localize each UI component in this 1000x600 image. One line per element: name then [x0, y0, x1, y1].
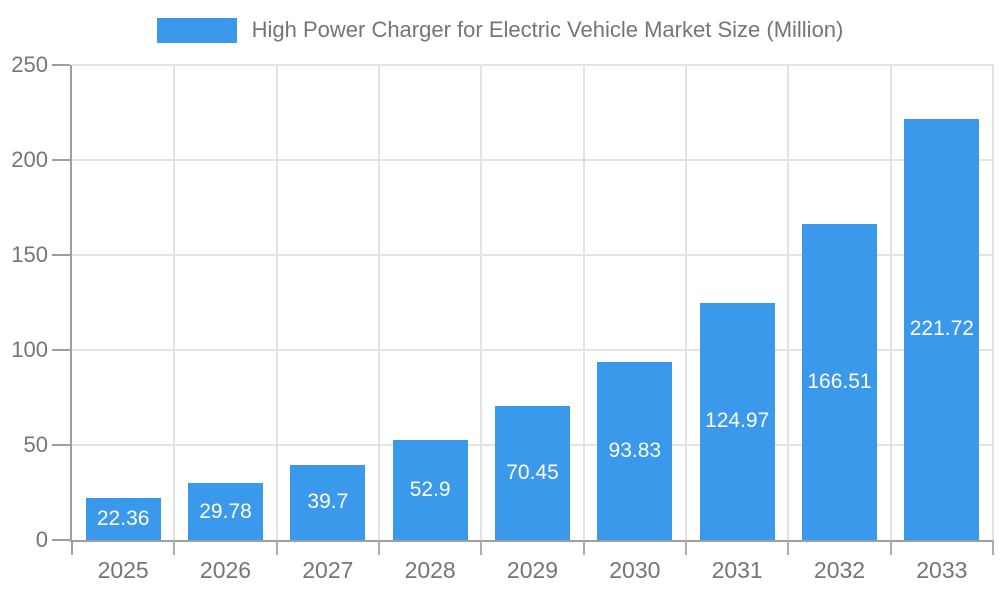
- x-axis-tick: [685, 540, 687, 555]
- chart-title: High Power Charger for Electric Vehicle …: [251, 17, 844, 42]
- x-axis-tick: [71, 540, 73, 555]
- bar-value-label: 22.36: [96, 506, 150, 530]
- bar[interactable]: 93.83: [597, 361, 673, 540]
- bar[interactable]: 22.36: [85, 497, 161, 540]
- y-axis-label: 150: [11, 242, 48, 267]
- y-gridline: [72, 254, 993, 256]
- x-gridline: [275, 65, 278, 540]
- y-gridline: [72, 64, 993, 66]
- y-axis-tick: [52, 64, 70, 66]
- bar-value-label: 39.7: [307, 490, 349, 514]
- bar-value-label: 124.97: [705, 409, 770, 433]
- plot-area: 0 50 100 150 200 250 2025 22.36 2026 29.78 2027 39.…: [11, 54, 994, 583]
- bar-value-label: 70.45: [506, 461, 559, 485]
- y-axis-label: 100: [11, 337, 48, 362]
- x-gridline: [787, 65, 790, 540]
- x-axis-tick: [275, 540, 278, 555]
- bar[interactable]: 52.9: [392, 439, 468, 540]
- bar[interactable]: 221.72: [904, 118, 980, 540]
- chart-legend: High Power Charger for Electric Vehicle …: [0, 16, 1000, 44]
- x-axis-label: 2025: [97, 557, 149, 583]
- bar[interactable]: 39.7: [290, 464, 366, 540]
- bar[interactable]: 166.51: [802, 223, 877, 540]
- x-gridline: [992, 65, 994, 540]
- bar-value-label: 52.9: [409, 477, 451, 501]
- y-axis-label: 200: [11, 147, 48, 172]
- y-axis-tick: [52, 159, 70, 161]
- x-axis-tick: [173, 540, 176, 555]
- y-axis-label: 250: [11, 52, 48, 77]
- bar[interactable]: 29.78: [188, 483, 263, 540]
- bar-value-label: 29.78: [199, 499, 252, 523]
- x-axis-label: 2028: [404, 557, 456, 583]
- y-axis-tick: [52, 349, 70, 351]
- y-gridline: [72, 159, 993, 161]
- x-axis-tick: [889, 540, 892, 555]
- y-axis-tick: [52, 444, 70, 446]
- x-gridline: [889, 65, 892, 540]
- y-axis-label: 50: [23, 432, 48, 457]
- x-axis-tick: [378, 540, 380, 555]
- bar-value-label: 93.83: [608, 438, 662, 462]
- legend-swatch[interactable]: [156, 17, 237, 43]
- y-axis-tick: [52, 539, 70, 541]
- bar-value-label: 221.72: [909, 317, 974, 341]
- x-axis-label: 2029: [506, 557, 559, 583]
- x-axis-tick: [582, 540, 585, 555]
- y-axis-label: 0: [35, 527, 48, 552]
- bar[interactable]: 70.45: [495, 406, 570, 540]
- x-axis-tick: [787, 540, 790, 555]
- x-axis-label: 2027: [302, 557, 354, 583]
- x-axis-tick: [992, 540, 994, 555]
- bar-value-label: 166.51: [807, 369, 872, 393]
- x-axis-label: 2031: [711, 557, 763, 583]
- x-axis-label: 2030: [609, 557, 661, 583]
- x-gridline: [582, 65, 585, 540]
- x-axis-label: 2032: [813, 557, 866, 583]
- x-axis-label: 2033: [916, 557, 968, 583]
- x-axis-label: 2026: [199, 557, 252, 583]
- x-axis-tick: [480, 540, 483, 555]
- x-gridline: [173, 65, 176, 540]
- x-gridline: [685, 65, 687, 540]
- y-axis-tick: [52, 254, 70, 256]
- x-gridline: [480, 65, 483, 540]
- y-gridline: [72, 349, 993, 351]
- x-gridline: [378, 65, 380, 540]
- bar[interactable]: 124.97: [699, 302, 775, 540]
